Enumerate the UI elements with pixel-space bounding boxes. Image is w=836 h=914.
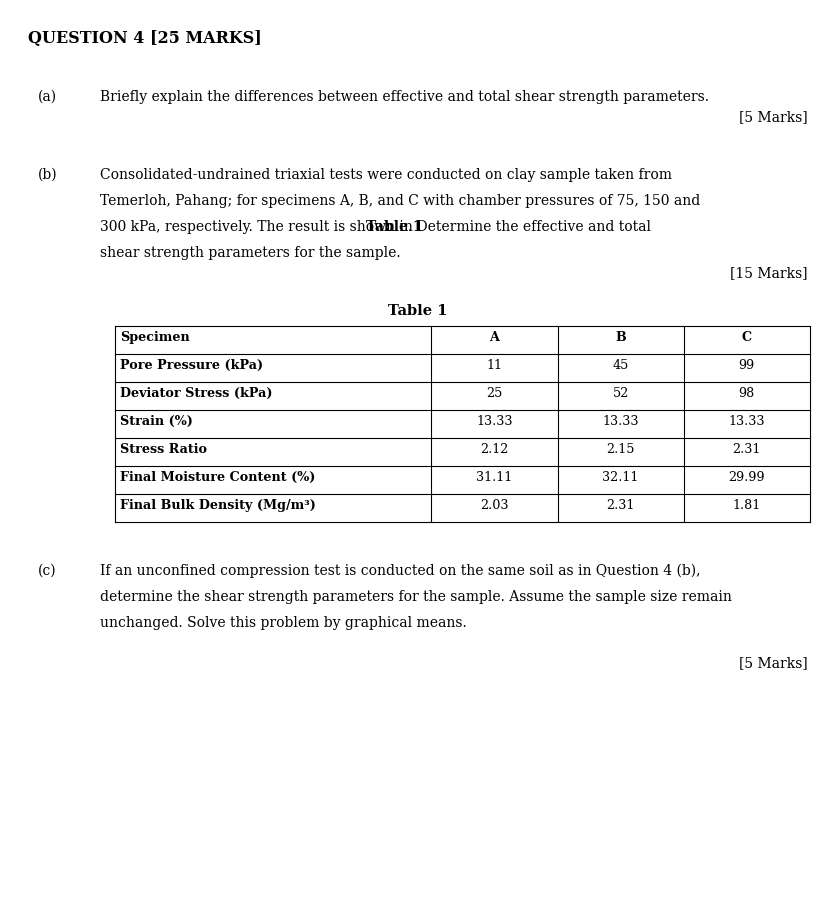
- Text: Final Moisture Content (%): Final Moisture Content (%): [120, 471, 315, 484]
- Text: Deviator Stress (kPa): Deviator Stress (kPa): [120, 387, 273, 400]
- Text: 52: 52: [613, 387, 629, 400]
- Text: 29.99: 29.99: [728, 471, 765, 484]
- Text: 99: 99: [739, 359, 755, 372]
- Text: (a): (a): [38, 90, 57, 104]
- Text: Stress Ratio: Stress Ratio: [120, 443, 207, 456]
- Text: Final Bulk Density (Mg/m³): Final Bulk Density (Mg/m³): [120, 499, 316, 512]
- Text: If an unconfined compression test is conducted on the same soil as in Question 4: If an unconfined compression test is con…: [100, 564, 701, 579]
- Text: 13.33: 13.33: [728, 415, 765, 428]
- Text: [5 Marks]: [5 Marks]: [739, 110, 808, 124]
- Text: unchanged. Solve this problem by graphical means.: unchanged. Solve this problem by graphic…: [100, 616, 466, 630]
- Text: 25: 25: [487, 387, 502, 400]
- Text: Briefly explain the differences between effective and total shear strength param: Briefly explain the differences between …: [100, 90, 709, 104]
- Text: 2.31: 2.31: [732, 443, 761, 456]
- Text: (c): (c): [38, 564, 57, 578]
- Text: 2.12: 2.12: [481, 443, 508, 456]
- Text: 13.33: 13.33: [477, 415, 512, 428]
- Text: Table 1: Table 1: [366, 220, 422, 234]
- Text: 2.31: 2.31: [606, 499, 635, 512]
- Text: Temerloh, Pahang; for specimens A, B, and C with chamber pressures of 75, 150 an: Temerloh, Pahang; for specimens A, B, an…: [100, 194, 701, 208]
- Text: shear strength parameters for the sample.: shear strength parameters for the sample…: [100, 246, 400, 260]
- Text: [5 Marks]: [5 Marks]: [739, 656, 808, 670]
- Text: . Determine the effective and total: . Determine the effective and total: [408, 220, 651, 234]
- Text: (b): (b): [38, 168, 58, 182]
- Text: 1.81: 1.81: [732, 499, 761, 512]
- Text: Consolidated-undrained triaxial tests were conducted on clay sample taken from: Consolidated-undrained triaxial tests we…: [100, 168, 672, 182]
- Text: QUESTION 4 [25 MARKS]: QUESTION 4 [25 MARKS]: [28, 30, 262, 47]
- Text: determine the shear strength parameters for the sample. Assume the sample size r: determine the shear strength parameters …: [100, 590, 732, 604]
- Text: 98: 98: [739, 387, 755, 400]
- Text: 31.11: 31.11: [477, 471, 512, 484]
- Text: [15 Marks]: [15 Marks]: [731, 266, 808, 280]
- Text: 11: 11: [487, 359, 502, 372]
- Text: Pore Pressure (kPa): Pore Pressure (kPa): [120, 359, 263, 372]
- Text: 2.15: 2.15: [606, 443, 635, 456]
- Text: Strain (%): Strain (%): [120, 415, 193, 428]
- Text: Table 1: Table 1: [388, 304, 448, 318]
- Text: A: A: [490, 331, 499, 344]
- Text: 2.03: 2.03: [480, 499, 509, 512]
- Text: C: C: [742, 331, 752, 344]
- Text: B: B: [615, 331, 626, 344]
- Text: 32.11: 32.11: [603, 471, 639, 484]
- Text: 45: 45: [613, 359, 629, 372]
- Text: Specimen: Specimen: [120, 331, 190, 344]
- Text: 300 kPa, respectively. The result is shown in: 300 kPa, respectively. The result is sho…: [100, 220, 417, 234]
- Text: 13.33: 13.33: [603, 415, 639, 428]
